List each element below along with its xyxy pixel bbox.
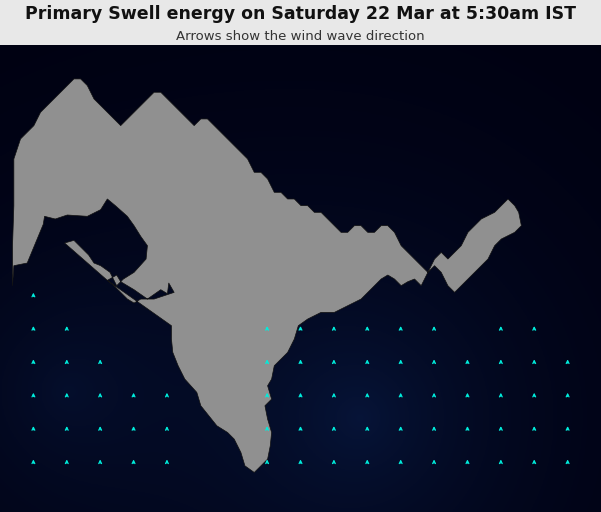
Text: Arrows show the wind wave direction: Arrows show the wind wave direction bbox=[176, 30, 425, 44]
Text: Primary Swell energy on Saturday 22 Mar at 5:30am IST: Primary Swell energy on Saturday 22 Mar … bbox=[25, 5, 576, 23]
